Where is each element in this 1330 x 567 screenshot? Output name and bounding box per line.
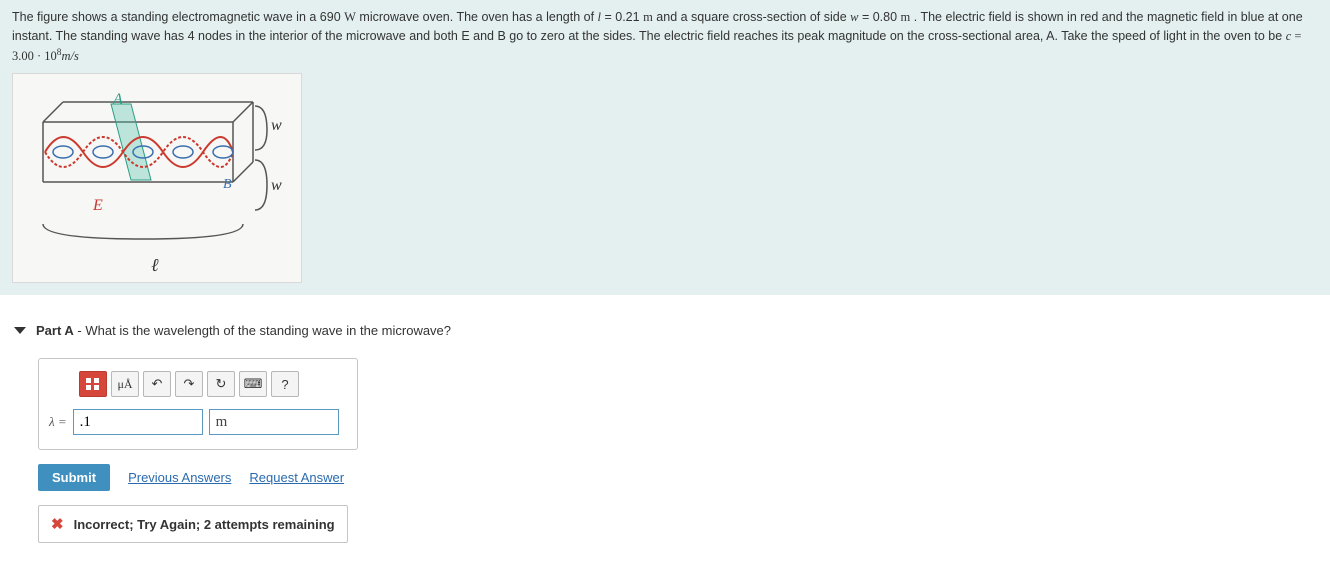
answer-box: μÅ ↶ ↷ ↻ ⌨ ? λ = <box>38 358 358 450</box>
figure-diagram: A E B w w ℓ <box>12 73 302 283</box>
collapse-caret-icon[interactable] <box>14 327 26 334</box>
keyboard-button[interactable]: ⌨ <box>239 371 267 397</box>
keyboard-icon: ⌨ <box>244 376 263 392</box>
text: and a square cross-section of side <box>653 10 850 24</box>
part-header[interactable]: Part A - What is the wavelength of the s… <box>14 317 1316 344</box>
request-answer-link[interactable]: Request Answer <box>249 470 344 485</box>
text: = 0.80 <box>858 10 900 24</box>
problem-statement: The figure shows a standing electromagne… <box>0 0 1330 295</box>
label-A: A <box>113 88 123 112</box>
unit-m: m <box>643 10 653 24</box>
reset-icon: ↻ <box>216 376 227 392</box>
part-label: Part A <box>36 323 74 338</box>
submit-button[interactable]: Submit <box>38 464 110 491</box>
feedback-box: ✖ Incorrect; Try Again; 2 attempts remai… <box>38 505 348 543</box>
unit-W: W <box>344 10 356 24</box>
part-question: What is the wavelength of the standing w… <box>85 323 451 338</box>
help-icon: ? <box>281 377 288 392</box>
incorrect-icon: ✖ <box>51 515 64 533</box>
input-toolbar: μÅ ↶ ↷ ↻ ⌨ ? <box>79 371 347 397</box>
text: = 0.21 <box>601 10 643 24</box>
hyphen: - <box>74 323 86 338</box>
answer-lhs: λ = <box>49 414 67 430</box>
feedback-text: Incorrect; Try Again; 2 attempts remaini… <box>74 517 335 532</box>
reset-button[interactable]: ↻ <box>207 371 235 397</box>
redo-icon: ↷ <box>184 376 195 392</box>
help-button[interactable]: ? <box>271 371 299 397</box>
undo-icon: ↶ <box>152 376 163 392</box>
undo-button[interactable]: ↶ <box>143 371 171 397</box>
text: microwave oven. The oven has a length of <box>356 10 598 24</box>
label-l: ℓ <box>151 252 159 279</box>
symbols-button[interactable]: μÅ <box>111 371 139 397</box>
text: The figure shows a standing electromagne… <box>12 10 344 24</box>
answer-value-input[interactable] <box>73 409 203 435</box>
part-title: Part A - What is the wavelength of the s… <box>36 323 451 338</box>
redo-button[interactable]: ↷ <box>175 371 203 397</box>
symbols-label: μÅ <box>117 377 132 392</box>
label-B: B <box>223 174 232 195</box>
answer-unit-input[interactable] <box>209 409 339 435</box>
previous-answers-link[interactable]: Previous Answers <box>128 470 231 485</box>
templates-icon <box>85 377 101 391</box>
unit-ms: m/s <box>61 49 78 63</box>
templates-button[interactable] <box>79 371 107 397</box>
unit-m: m <box>901 10 911 24</box>
